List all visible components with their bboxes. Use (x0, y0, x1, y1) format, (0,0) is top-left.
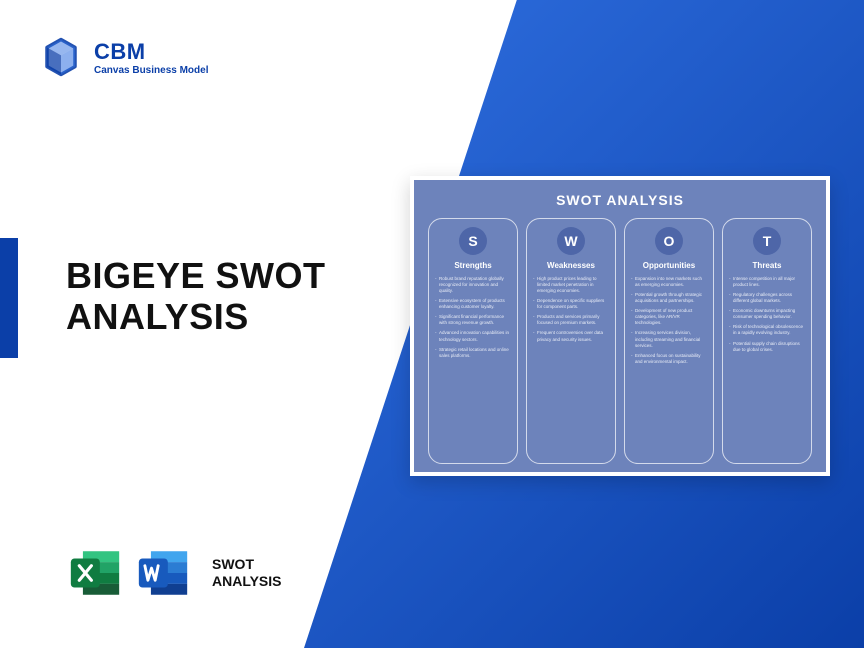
swot-card: SWOT ANALYSIS S Strengths Robust brand rep… (410, 176, 830, 476)
swot-item: Strategic retail locations and online sa… (435, 347, 511, 359)
brand-abbr: CBM (94, 39, 208, 65)
swot-item-list: High product prices leading to limited m… (533, 276, 609, 347)
file-label-line-1: SWOT (212, 556, 254, 572)
left-accent-bar (0, 238, 18, 358)
file-label: SWOT ANALYSIS (212, 556, 282, 590)
swot-column-heading: Weaknesses (547, 261, 595, 270)
swot-column-heading: Strengths (454, 261, 491, 270)
swot-item: Increasing services division, including … (631, 330, 707, 348)
title-line-1: BIGEYE SWOT (66, 255, 326, 296)
swot-item: Expansion into new markets such as emerg… (631, 276, 707, 288)
swot-item: Dependence on specific suppliers for com… (533, 298, 609, 310)
swot-column-heading: Threats (753, 261, 782, 270)
swot-letter-circle: T (753, 227, 781, 255)
swot-column: S Strengths Robust brand reputation global… (428, 218, 518, 464)
brand-text: CBM Canvas Business Model (94, 39, 208, 76)
swot-item: Significant financial performance with s… (435, 314, 511, 326)
title-line-2: ANALYSIS (66, 296, 249, 337)
swot-letter-circle: O (655, 227, 683, 255)
word-icon (134, 544, 192, 602)
swot-item: Enhanced focus on sustainability and env… (631, 353, 707, 365)
swot-column: W Weaknesses High product prices leading t… (526, 218, 616, 464)
swot-item: Economic downturns impacting consumer sp… (729, 308, 805, 320)
swot-column: T Threats Intense competition in all major… (722, 218, 812, 464)
excel-icon (66, 544, 124, 602)
swot-item-list: Robust brand reputation globally recogni… (435, 276, 511, 363)
swot-item: Development of new product categories, l… (631, 308, 707, 326)
swot-item: Potential supply chain disruptions due t… (729, 341, 805, 353)
swot-item-list: Expansion into new markets such as emerg… (631, 276, 707, 369)
swot-column-heading: Opportunities (643, 261, 695, 270)
file-label-line-2: ANALYSIS (212, 573, 282, 589)
swot-item: Robust brand reputation globally recogni… (435, 276, 511, 294)
main-title: BIGEYE SWOT ANALYSIS (66, 255, 326, 338)
swot-card-title: SWOT ANALYSIS (428, 192, 812, 208)
swot-letter-circle: S (459, 227, 487, 255)
swot-item: High product prices leading to limited m… (533, 276, 609, 294)
slide-canvas: CBM Canvas Business Model BIGEYE SWOT AN… (0, 0, 864, 648)
swot-item: Products and services primarily focused … (533, 314, 609, 326)
swot-columns: S Strengths Robust brand reputation global… (428, 218, 812, 464)
swot-column: O Opportunities Expansion into new markets… (624, 218, 714, 464)
swot-item: Intense competition in all major product… (729, 276, 805, 288)
file-type-row: SWOT ANALYSIS (66, 544, 282, 602)
swot-letter-circle: W (557, 227, 585, 255)
swot-item: Advanced innovation capabilities in tech… (435, 330, 511, 342)
swot-item: Extensive ecosystem of products enhancin… (435, 298, 511, 310)
brand-logo-area: CBM Canvas Business Model (40, 36, 208, 78)
swot-item: Regulatory challenges across different g… (729, 292, 805, 304)
brand-tagline: Canvas Business Model (94, 65, 208, 76)
swot-item-list: Intense competition in all major product… (729, 276, 805, 357)
swot-item: Frequent controversies over data privacy… (533, 330, 609, 342)
swot-item: Risk of technological obsolescence in a … (729, 324, 805, 336)
swot-item: Potential growth through strategic acqui… (631, 292, 707, 304)
cbm-logo-icon (40, 36, 82, 78)
